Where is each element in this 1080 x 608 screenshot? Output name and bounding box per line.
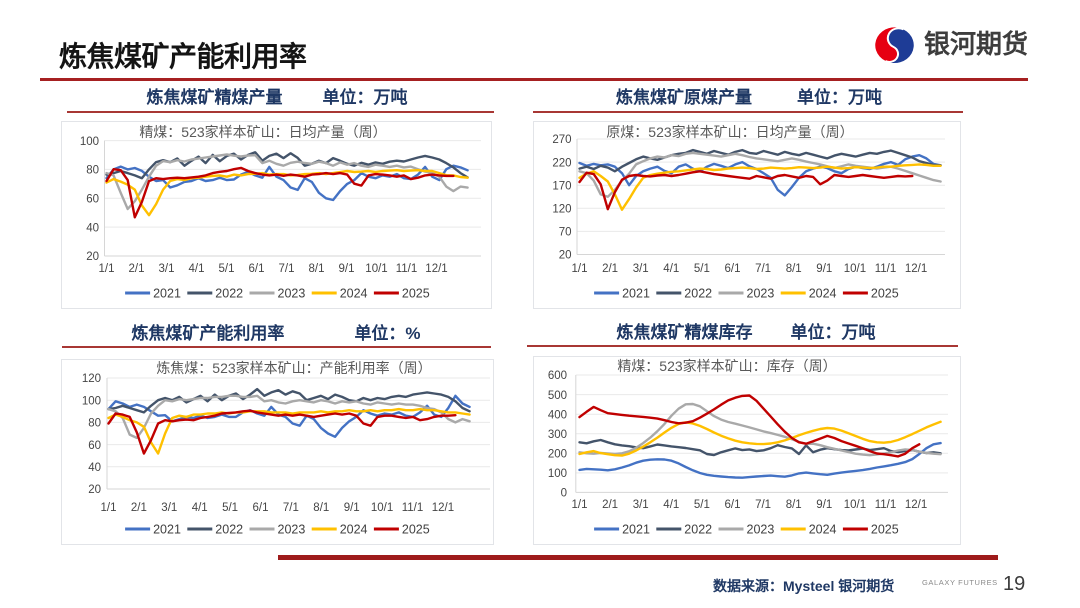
svg-text:7/1: 7/1 [279, 263, 295, 275]
svg-text:精煤：523家样本矿山：库存（周）: 精煤：523家样本矿山：库存（周） [617, 358, 836, 374]
svg-text:9/1: 9/1 [344, 502, 360, 514]
svg-text:2024: 2024 [809, 522, 837, 536]
svg-text:120: 120 [552, 204, 571, 216]
svg-text:2025: 2025 [871, 286, 899, 300]
svg-text:60: 60 [86, 194, 99, 206]
svg-text:2022: 2022 [215, 522, 243, 536]
svg-text:6/1: 6/1 [725, 499, 741, 511]
svg-text:1/1: 1/1 [101, 502, 117, 514]
svg-text:20: 20 [86, 251, 99, 263]
svg-text:2024: 2024 [340, 286, 368, 300]
svg-text:6/1: 6/1 [725, 263, 741, 275]
svg-text:10/1: 10/1 [371, 502, 393, 514]
svg-text:60: 60 [88, 440, 101, 452]
svg-text:2023: 2023 [278, 522, 306, 536]
svg-text:7/1: 7/1 [755, 263, 771, 275]
svg-text:2024: 2024 [809, 286, 837, 300]
svg-text:9/1: 9/1 [816, 263, 832, 275]
svg-text:12/1: 12/1 [905, 263, 927, 275]
svg-text:12/1: 12/1 [432, 502, 454, 514]
svg-text:4/1: 4/1 [189, 263, 205, 275]
svg-text:4/1: 4/1 [663, 263, 679, 275]
svg-text:11/1: 11/1 [402, 502, 424, 514]
svg-text:220: 220 [552, 157, 571, 169]
svg-text:100: 100 [82, 395, 101, 407]
svg-text:2022: 2022 [684, 286, 712, 300]
svg-text:500: 500 [548, 390, 567, 402]
svg-text:11/1: 11/1 [875, 499, 897, 511]
svg-text:精煤：523家样本矿山：日均产量（周）: 精煤：523家样本矿山：日均产量（周） [139, 124, 386, 140]
svg-text:2021: 2021 [153, 522, 181, 536]
svg-text:2021: 2021 [622, 286, 650, 300]
svg-text:1/1: 1/1 [99, 263, 115, 275]
svg-text:80: 80 [88, 418, 101, 430]
svg-text:20: 20 [88, 484, 101, 496]
svg-text:3/1: 3/1 [161, 502, 177, 514]
svg-text:5/1: 5/1 [222, 502, 238, 514]
svg-text:400: 400 [548, 409, 567, 421]
svg-text:2/1: 2/1 [129, 263, 145, 275]
svg-text:5/1: 5/1 [694, 263, 710, 275]
svg-text:0: 0 [561, 488, 567, 500]
svg-text:12/1: 12/1 [425, 263, 447, 275]
svg-text:5/1: 5/1 [694, 499, 710, 511]
svg-text:8/1: 8/1 [309, 263, 325, 275]
svg-text:20: 20 [559, 250, 572, 262]
svg-text:10/1: 10/1 [844, 499, 866, 511]
svg-text:6/1: 6/1 [249, 263, 265, 275]
svg-text:40: 40 [88, 462, 101, 474]
svg-text:11/1: 11/1 [875, 263, 897, 275]
svg-text:2023: 2023 [747, 286, 775, 300]
svg-text:170: 170 [552, 180, 571, 192]
svg-text:200: 200 [548, 449, 567, 461]
svg-text:2023: 2023 [278, 286, 306, 300]
svg-text:600: 600 [548, 370, 567, 382]
svg-text:70: 70 [559, 227, 572, 239]
svg-text:2022: 2022 [684, 522, 712, 536]
svg-text:2022: 2022 [215, 286, 243, 300]
svg-text:2021: 2021 [153, 286, 181, 300]
svg-text:80: 80 [86, 165, 99, 177]
svg-text:100: 100 [80, 136, 99, 148]
svg-text:炼焦煤：523家样本矿山：产能利用率（周）: 炼焦煤：523家样本矿山：产能利用率（周） [156, 360, 431, 376]
svg-text:40: 40 [86, 222, 99, 234]
svg-text:120: 120 [82, 373, 101, 385]
svg-text:8/1: 8/1 [313, 502, 329, 514]
svg-text:3/1: 3/1 [633, 499, 649, 511]
svg-text:1/1: 1/1 [572, 499, 588, 511]
svg-text:4/1: 4/1 [192, 502, 208, 514]
svg-text:270: 270 [552, 134, 571, 146]
svg-text:2024: 2024 [340, 522, 368, 536]
svg-text:7/1: 7/1 [283, 502, 299, 514]
svg-text:2023: 2023 [747, 522, 775, 536]
svg-text:100: 100 [548, 468, 567, 480]
svg-text:2/1: 2/1 [602, 499, 618, 511]
svg-text:9/1: 9/1 [816, 499, 832, 511]
svg-text:8/1: 8/1 [786, 263, 802, 275]
svg-text:2025: 2025 [871, 522, 899, 536]
svg-text:10/1: 10/1 [844, 263, 866, 275]
svg-text:6/1: 6/1 [253, 502, 269, 514]
svg-text:1/1: 1/1 [572, 263, 588, 275]
svg-text:2021: 2021 [622, 522, 650, 536]
svg-text:4/1: 4/1 [663, 499, 679, 511]
svg-text:5/1: 5/1 [219, 263, 235, 275]
svg-text:7/1: 7/1 [755, 499, 771, 511]
svg-text:2/1: 2/1 [602, 263, 618, 275]
svg-text:2025: 2025 [402, 286, 430, 300]
svg-text:3/1: 3/1 [633, 263, 649, 275]
svg-text:9/1: 9/1 [339, 263, 355, 275]
svg-text:12/1: 12/1 [905, 499, 927, 511]
svg-text:8/1: 8/1 [786, 499, 802, 511]
svg-text:2/1: 2/1 [131, 502, 147, 514]
svg-text:3/1: 3/1 [159, 263, 175, 275]
svg-text:10/1: 10/1 [365, 263, 387, 275]
svg-text:300: 300 [548, 429, 567, 441]
svg-text:原煤：523家样本矿山：日均产量（周）: 原煤：523家样本矿山：日均产量（周） [606, 124, 853, 140]
svg-text:11/1: 11/1 [396, 263, 418, 275]
svg-text:2025: 2025 [402, 522, 430, 536]
